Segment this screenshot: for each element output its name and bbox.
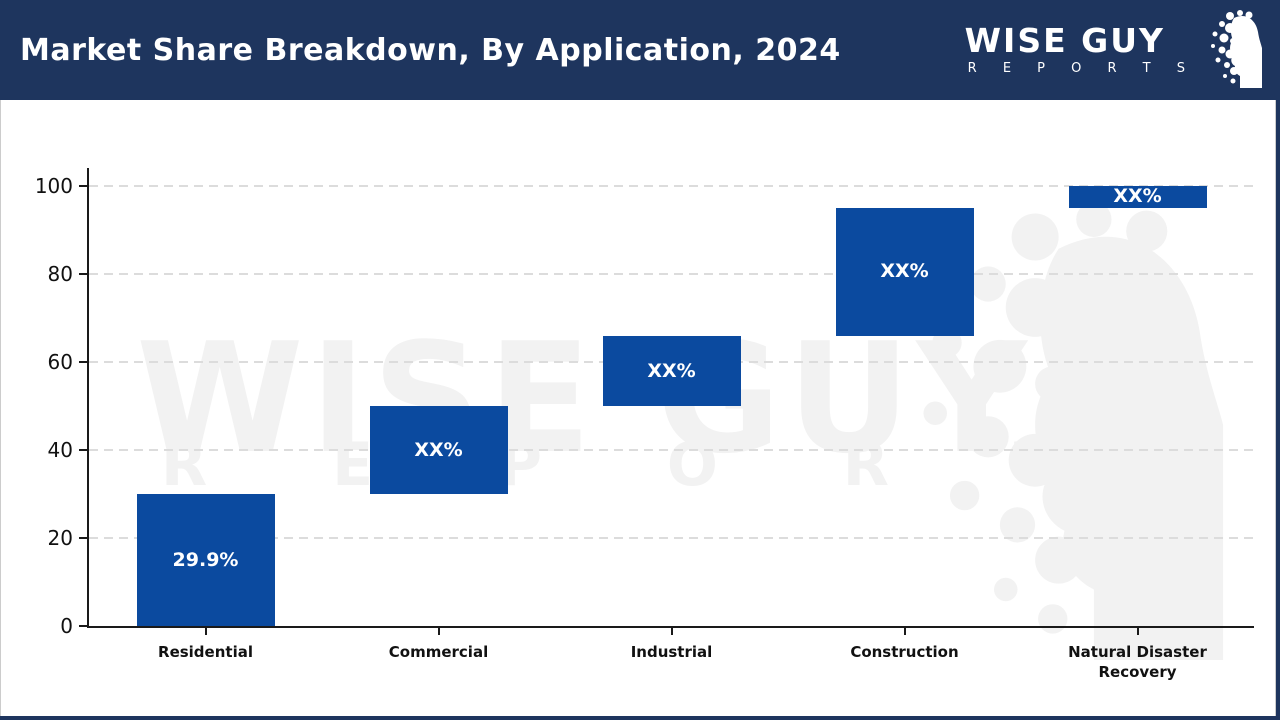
category-label-residential: Residential: [158, 643, 253, 661]
y-tick-label: 40: [47, 437, 73, 462]
y-tick-100: [79, 184, 87, 187]
y-tick-label: 20: [47, 525, 73, 550]
bar-value-label: 29.9%: [172, 548, 239, 571]
x-tick-commercial: [437, 628, 440, 635]
watermark-head-icon: [856, 190, 1226, 664]
wiseguy-logo-text: WISE GUY R E P O R T S: [965, 24, 1196, 76]
y-tick-label: 100: [34, 173, 73, 198]
bottom-border-strip: [0, 716, 1280, 720]
y-tick-label: 60: [47, 349, 73, 374]
y-tick-label: 80: [47, 261, 73, 286]
x-tick-industrial: [670, 628, 673, 635]
bar-value-label: XX%: [880, 260, 929, 283]
y-tick-80: [79, 272, 87, 275]
category-label-commercial: Commercial: [388, 643, 489, 661]
plot-area: 0 20 40 60 80 100 29.9% Residential XX% Commercia…: [35, 168, 1256, 681]
right-border-strip: [1276, 0, 1280, 720]
category-label-natural-disaster-recovery: Natural Disaster Recovery: [1068, 643, 1207, 682]
y-axis-line: [87, 168, 89, 628]
bar-commercial: XX%: [369, 406, 508, 495]
x-tick-residential: [204, 628, 207, 635]
logo-wordmark: WISE GUY: [964, 21, 1165, 61]
bar-natural-disaster-recovery: XX%: [1068, 185, 1207, 209]
chart-canvas: WISE GUY R E P O R T S 0 20 40 60 80 100 29.9%…: [0, 100, 1276, 716]
wiseguy-head-icon: [1200, 8, 1262, 92]
watermark-wordmark: WISE GUY: [136, 310, 1033, 487]
gridline-40: [89, 448, 1256, 451]
x-axis-line: [87, 626, 1254, 628]
category-label-industrial: Industrial: [630, 643, 713, 661]
x-tick-natural-disaster-recovery: [1136, 628, 1139, 635]
y-tick-60: [79, 360, 87, 363]
bar-residential: 29.9%: [136, 494, 275, 626]
gridline-20: [89, 536, 1256, 539]
gridline-80: [89, 272, 1256, 275]
bar-industrial: XX%: [602, 335, 741, 407]
bar-construction: XX%: [835, 208, 974, 336]
y-tick-0: [79, 625, 87, 627]
y-tick-20: [79, 536, 87, 539]
page-title: Market Share Breakdown, By Application, …: [20, 32, 841, 68]
y-tick-label: 0: [60, 614, 73, 638]
bar-value-label: XX%: [414, 438, 463, 461]
wiseguy-logo: WISE GUY R E P O R T S: [965, 8, 1262, 92]
y-tick-40: [79, 448, 87, 451]
logo-subtitle: R E P O R T S: [967, 60, 1196, 76]
bar-value-label: XX%: [647, 359, 696, 382]
category-label-construction: Construction: [850, 643, 959, 661]
bar-value-label: XX%: [1113, 185, 1162, 208]
header-bar: Market Share Breakdown, By Application, …: [0, 0, 1280, 100]
x-tick-construction: [903, 628, 906, 635]
gridline-100: [89, 184, 1256, 187]
